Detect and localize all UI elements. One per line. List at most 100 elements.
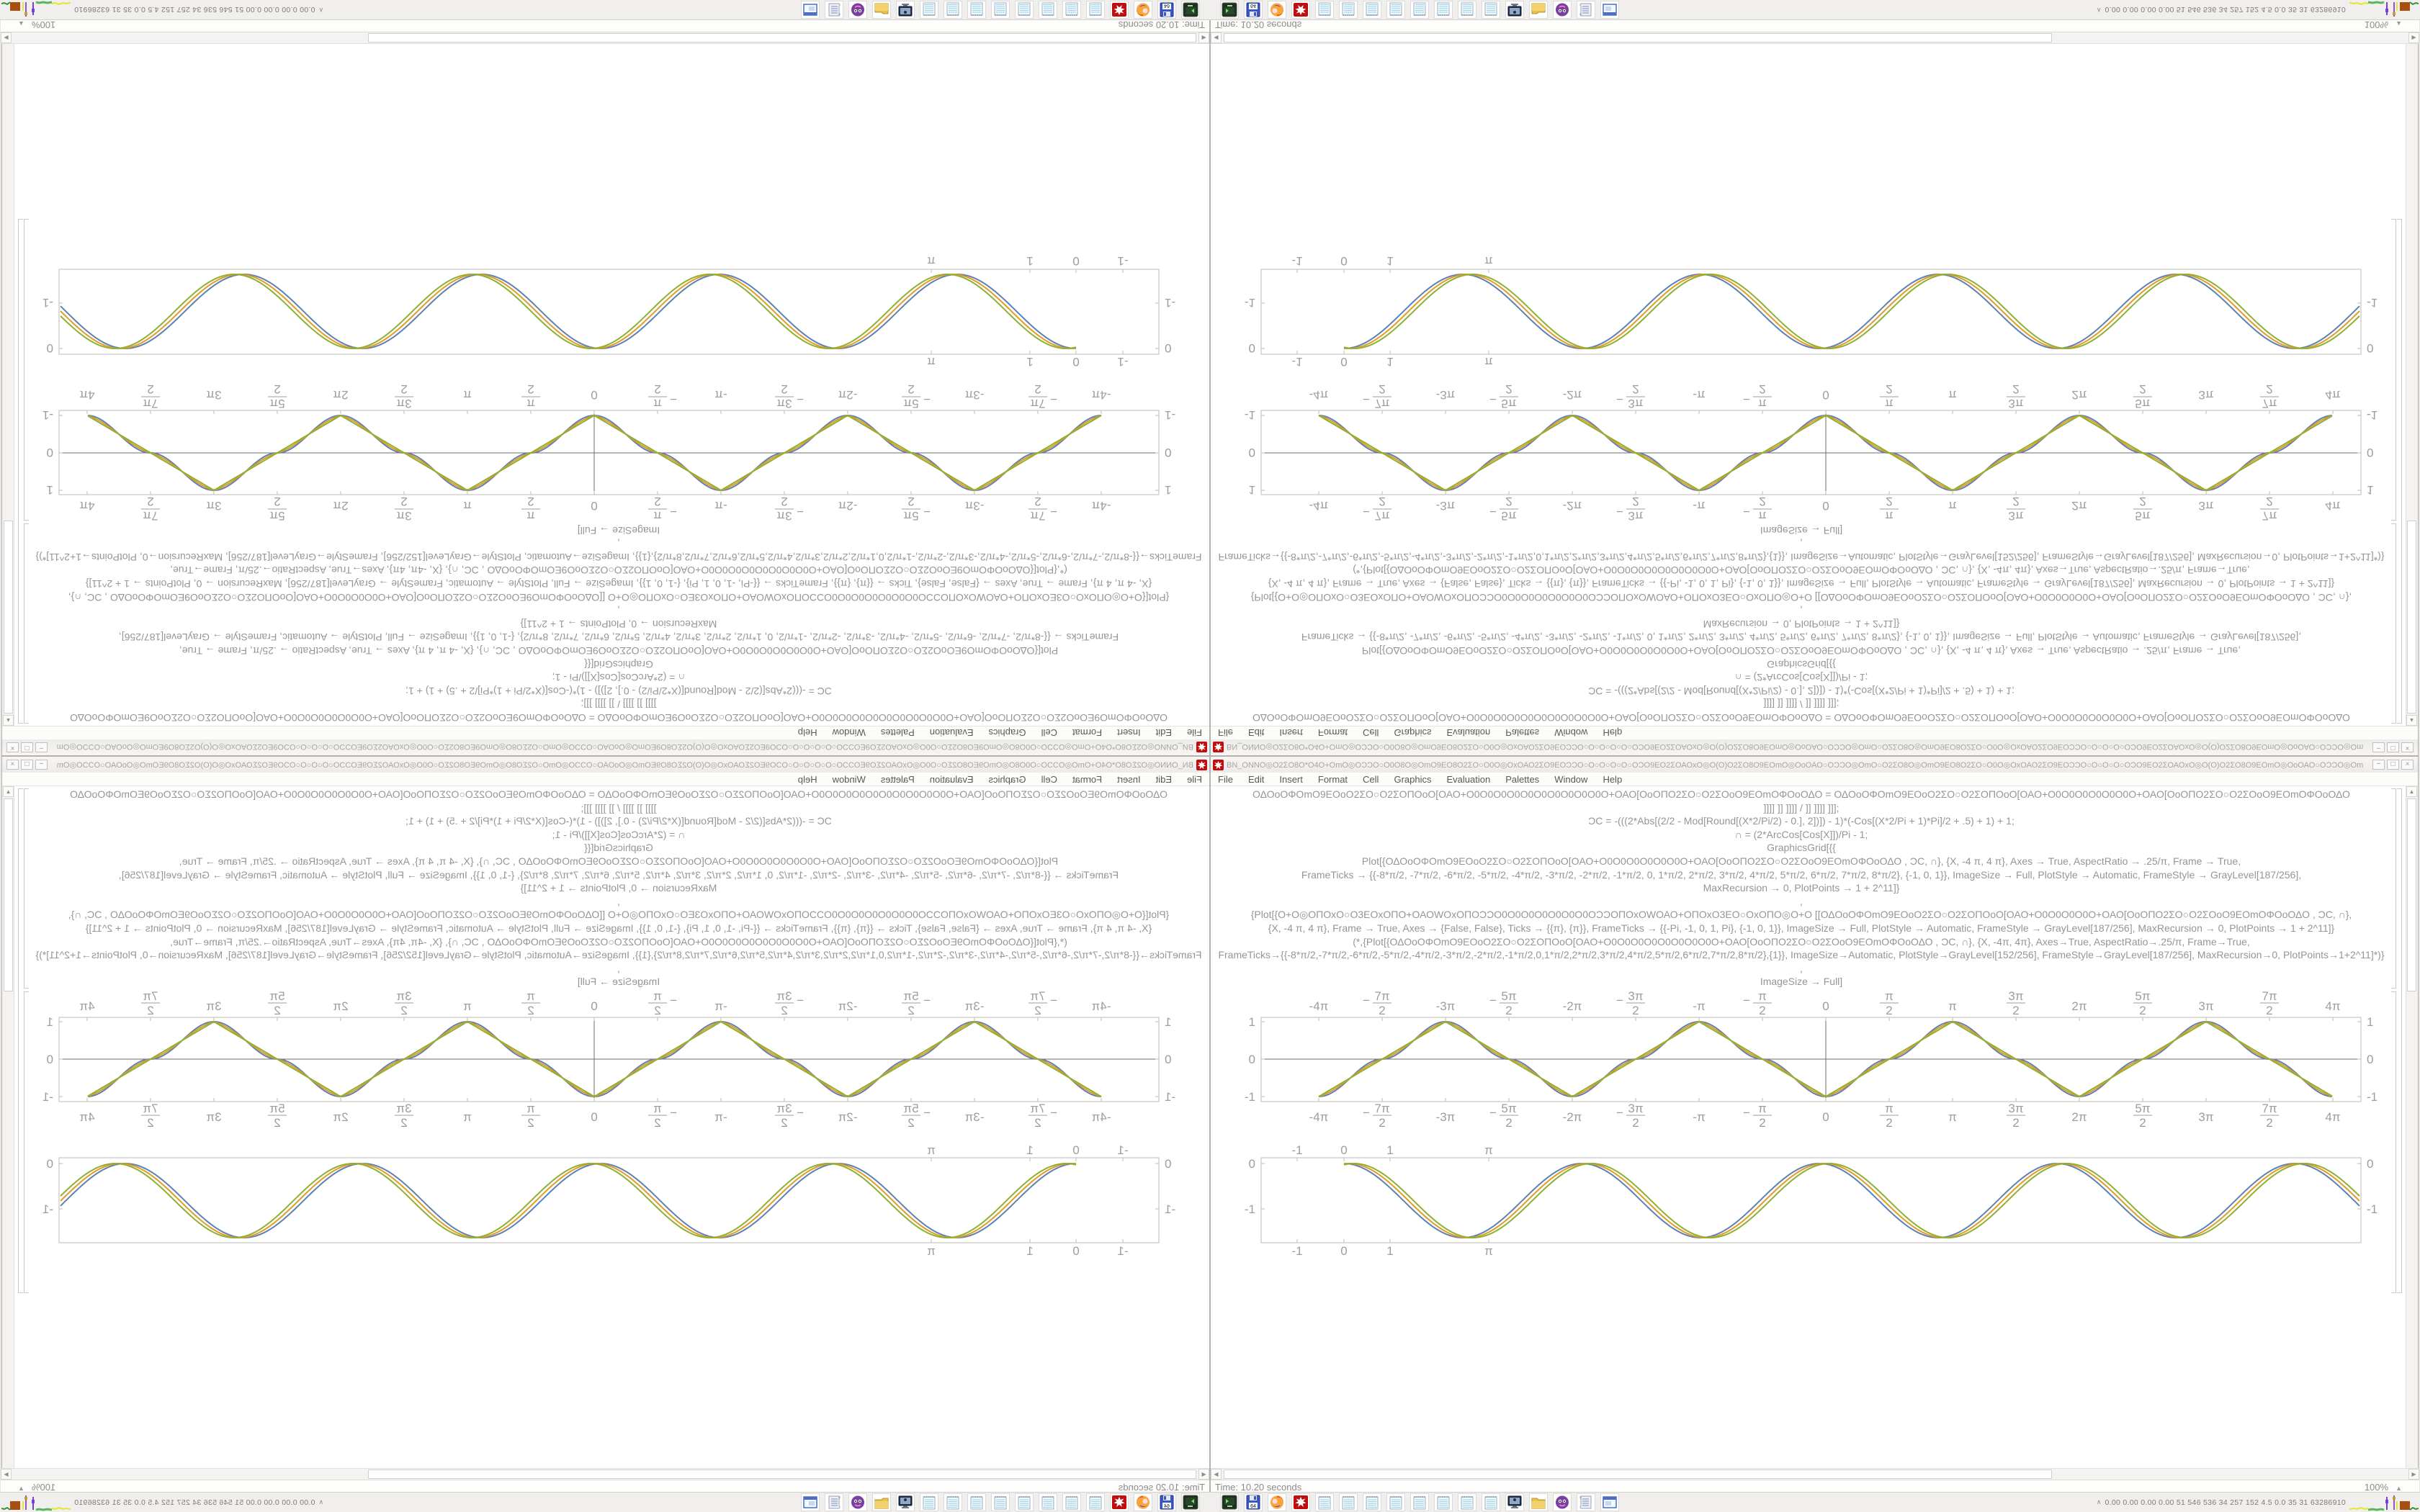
taskbar-icon-window[interactable] [801,1493,820,1511]
taskbar-icon-floppy-64[interactable]: 64 [1244,1493,1263,1511]
scroll-left-icon[interactable]: ◀ [1198,32,1209,43]
taskbar-icon-mathematica[interactable] [1110,1493,1129,1511]
vertical-scrollbar[interactable]: ▲ [2406,44,2418,726]
window-titlebar[interactable]: ΒΝ_ΟΝΝΟ◎Ο2ΣΟ8Ο*Ο4Ο+ΟmΟ◎ΟƆƆΟ○Ο0Ο8Ο◎ΟmΟ9ΕΟ… [1211,757,2418,773]
taskbar-icon-window[interactable] [801,1,820,19]
input-cell[interactable]: ΟΔΟοΟΦΟmΟ9ΕΟοΟ2ΣΟ○Ο2ΣΟΠΟοΟ[ΟΑΟ+Ο0Ο0Ο0Ο0Ο… [1211,523,2392,724]
taskbar-icon-firefox[interactable] [1268,1493,1286,1511]
menu-file[interactable]: File [1187,773,1202,785]
taskbar-icon-notepad[interactable] [991,1493,1010,1511]
menu-file[interactable]: File [1218,727,1233,739]
magnification-control[interactable]: 100% ▲ [18,1482,55,1493]
close-button[interactable]: × [2401,742,2414,752]
scroll-right-icon[interactable]: ▶ [2408,32,2419,43]
taskbar-icon-mascot[interactable] [1553,1,1572,19]
cell-bracket-output[interactable] [2391,991,2396,1293]
close-button[interactable]: × [2401,760,2414,770]
menu-palettes[interactable]: Palettes [1505,727,1540,739]
restore-button[interactable]: □ [21,742,33,752]
menu-format[interactable]: Format [1317,773,1348,785]
scroll-up-icon[interactable]: ▲ [2406,715,2417,726]
taskbar-icon-notepad[interactable] [1062,1,1081,19]
cell-bracket-input[interactable] [2391,788,2396,989]
taskbar-icon-notepad[interactable] [1410,1,1429,19]
taskbar-icon-monitor[interactable] [1505,1,1524,19]
input-cell[interactable]: ΟΔΟοΟΦΟmΟ9ΕΟοΟ2ΣΟ○Ο2ΣΟΠΟοΟ[ΟΑΟ+Ο0Ο0Ο0Ο0Ο… [1211,788,2392,989]
tray-expand-icon[interactable]: ∧ [2096,1498,2102,1506]
window-titlebar[interactable]: ΒΝ_ΟΝΝΟ◎Ο2ΣΟ8Ο*Ο4Ο+ΟmΟ◎ΟƆƆΟ○Ο0Ο8Ο◎ΟmΟ9ΕΟ… [2,739,1209,755]
taskbar-icon-folder[interactable] [872,1,891,19]
taskbar-icon-terminal[interactable] [1181,1,1200,19]
input-cell[interactable]: ΟΔΟοΟΦΟmΟ9ΕΟοΟ2ΣΟ○Ο2ΣΟΠΟοΟ[ΟΑΟ+Ο0Ο0Ο0Ο0Ο… [28,788,1209,989]
input-cell[interactable]: ΟΔΟοΟΦΟmΟ9ΕΟοΟ2ΣΟ○Ο2ΣΟΠΟοΟ[ΟΑΟ+Ο0Ο0Ο0Ο0Ο… [28,523,1209,724]
menu-edit[interactable]: Edit [1247,773,1265,785]
menu-help[interactable]: Help [797,727,817,739]
menu-evaluation[interactable]: Evaluation [929,773,974,785]
taskbar-icon-notepad[interactable] [920,1,938,19]
magnification-control[interactable]: 100% ▲ [2365,1482,2402,1493]
taskbar-icon-floppy-64[interactable]: 64 [1244,1,1263,19]
scroll-up-icon[interactable]: ▲ [2406,786,2417,797]
horizontal-scroll-thumb[interactable] [1224,1470,2052,1479]
taskbar-icon-notepad[interactable] [1039,1493,1057,1511]
vertical-scrollbar[interactable]: ▲ [2406,786,2418,1468]
taskbar-icon-folder[interactable] [1529,1,1548,19]
taskbar-icon-mathematica[interactable] [1110,1,1129,19]
menu-palettes[interactable]: Palettes [1505,773,1540,785]
taskbar-icon-terminal[interactable] [1181,1493,1200,1511]
tray-expand-icon[interactable]: ∧ [318,6,324,14]
menu-insert[interactable]: Insert [1117,727,1141,739]
taskbar-icon-notepad[interactable] [1482,1493,1500,1511]
taskbar-icon-monitor[interactable] [1505,1493,1524,1511]
taskbar-icon-mathematica[interactable] [1291,1,1310,19]
taskbar-icon-notepad[interactable] [1015,1,1034,19]
menu-palettes[interactable]: Palettes [880,773,915,785]
taskbar-icon-scroll[interactable] [825,1493,843,1511]
magnification-control[interactable]: 100% ▲ [18,19,55,30]
taskbar-icon-notepad[interactable] [1339,1,1358,19]
minimize-button[interactable]: − [35,760,48,770]
taskbar-icon-notepad[interactable] [1434,1493,1453,1511]
cell-bracket-group[interactable] [18,788,23,1293]
taskbar-icon-mascot[interactable] [1553,1493,1572,1511]
menu-cell[interactable]: Cell [1363,773,1379,785]
menu-window[interactable]: Window [832,727,866,739]
taskbar-icon-floppy-64[interactable]: 64 [1157,1493,1176,1511]
menu-help[interactable]: Help [1603,773,1623,785]
taskbar-icon-notepad[interactable] [1482,1,1500,19]
cell-bracket-group[interactable] [2397,219,2402,724]
menu-help[interactable]: Help [797,773,817,785]
horizontal-scroll-thumb[interactable] [368,1470,1196,1479]
taskbar-icon-notepad[interactable] [1315,1,1334,19]
menu-format[interactable]: Format [1317,727,1348,739]
taskbar-icon-notepad[interactable] [1458,1493,1476,1511]
taskbar-icon-notepad[interactable] [1086,1,1105,19]
taskbar-icon-notepad[interactable] [1062,1493,1081,1511]
taskbar-icon-notepad[interactable] [967,1,986,19]
scroll-up-icon[interactable]: ▲ [3,786,14,797]
taskbar-icon-mascot[interactable] [848,1493,867,1511]
menu-edit[interactable]: Edit [1155,773,1173,785]
menu-graphics[interactable]: Graphics [1394,727,1432,739]
cell-bracket-input[interactable] [2391,523,2396,724]
taskbar-icon-notepad[interactable] [944,1,962,19]
vertical-scroll-thumb[interactable] [2407,521,2416,714]
menu-window[interactable]: Window [1554,727,1588,739]
scroll-right-icon[interactable]: ▶ [1,32,12,43]
taskbar-icon-notepad[interactable] [920,1493,938,1511]
menu-insert[interactable]: Insert [1279,727,1303,739]
scroll-right-icon[interactable]: ▶ [2408,1469,2419,1480]
taskbar-icon-notepad[interactable] [1339,1493,1358,1511]
menu-evaluation[interactable]: Evaluation [929,727,974,739]
menu-graphics[interactable]: Graphics [1394,773,1432,785]
taskbar-icon-notepad[interactable] [1315,1493,1334,1511]
minimize-button[interactable]: − [2372,760,2385,770]
menu-format[interactable]: Format [1072,727,1103,739]
taskbar-icon-mathematica[interactable] [1291,1493,1310,1511]
window-titlebar[interactable]: ΒΝ_ΟΝΝΟ◎Ο2ΣΟ8Ο*Ο4Ο+ΟmΟ◎ΟƆƆΟ○Ο0Ο8Ο◎ΟmΟ9ΕΟ… [1211,739,2418,755]
horizontal-scrollbar[interactable]: ◀ ▶ [1,1468,1209,1480]
zoom-dropdown-icon[interactable]: ▲ [18,1485,24,1492]
taskbar-icon-notepad[interactable] [967,1493,986,1511]
minimize-button[interactable]: − [2372,742,2385,752]
taskbar-icon-notepad[interactable] [1410,1493,1429,1511]
